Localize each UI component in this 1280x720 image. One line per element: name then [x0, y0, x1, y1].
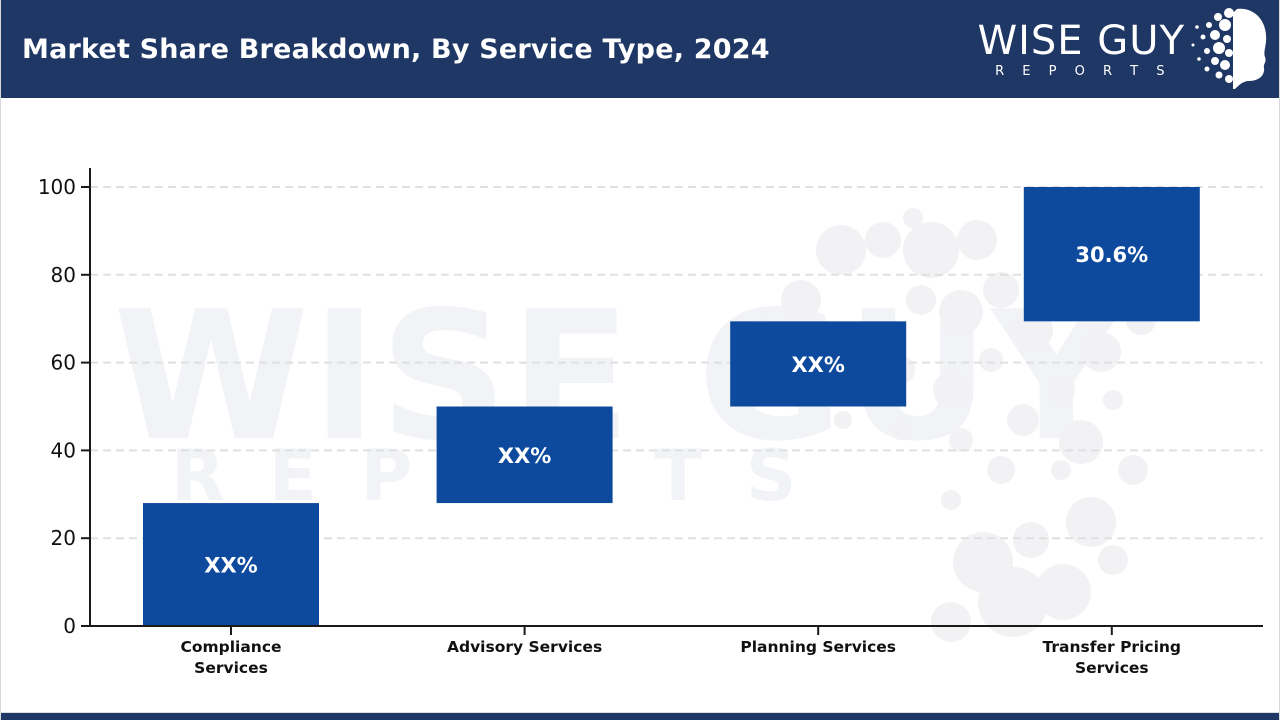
x-tick-label-2-line-0: Planning Services: [740, 638, 896, 656]
y-tick-label-80: 80: [51, 263, 76, 287]
x-tick-label-0-line-0: Compliance: [180, 638, 281, 656]
market-share-chart: WISE GUYREPORTSXX%XX%XX%30.6%02040608010…: [38, 168, 1263, 677]
logo-name: WISE GUY: [977, 17, 1185, 64]
x-tick-label-1-line-0: Advisory Services: [447, 638, 602, 656]
header: Market Share Breakdown, By Service Type,…: [1, 0, 1279, 98]
bar-transfer-pricing-services: [1023, 187, 1200, 322]
logo-wordmark: WISE GUY R E P O R T S: [978, 21, 1185, 78]
bar-planning-services: [730, 321, 907, 407]
page-title: Market Share Breakdown, By Service Type,…: [22, 33, 770, 65]
x-tick-label-0-line-1: Services: [194, 659, 268, 677]
y-tick-label-40: 40: [51, 438, 76, 462]
bar-label-compliance-services: XX%: [204, 554, 257, 578]
bottom-divider: [1, 712, 1279, 713]
logo-subtext: R E P O R T S: [995, 63, 1172, 79]
y-tick-label-100: 100: [38, 175, 76, 199]
bar-label-advisory-services: XX%: [498, 444, 551, 468]
y-tick-label-20: 20: [51, 526, 76, 550]
bar-label-transfer-pricing-services: 30.6%: [1075, 243, 1148, 267]
x-tick-label-3-line-0: Transfer Pricing: [1043, 638, 1181, 656]
chart-area: WISE GUYREPORTSXX%XX%XX%30.6%02040608010…: [1, 98, 1279, 713]
logo-face-icon: [1191, 8, 1267, 90]
brand-logo: WISE GUY R E P O R T S: [978, 3, 1279, 95]
bar-label-planning-services: XX%: [791, 353, 844, 377]
footer-bar: [1, 713, 1279, 720]
y-tick-label-60: 60: [51, 351, 76, 375]
x-tick-label-3-line-1: Services: [1075, 659, 1149, 677]
bar-advisory-services: [436, 406, 613, 504]
bar-compliance-services: [143, 503, 319, 626]
y-tick-label-0: 0: [63, 614, 76, 638]
